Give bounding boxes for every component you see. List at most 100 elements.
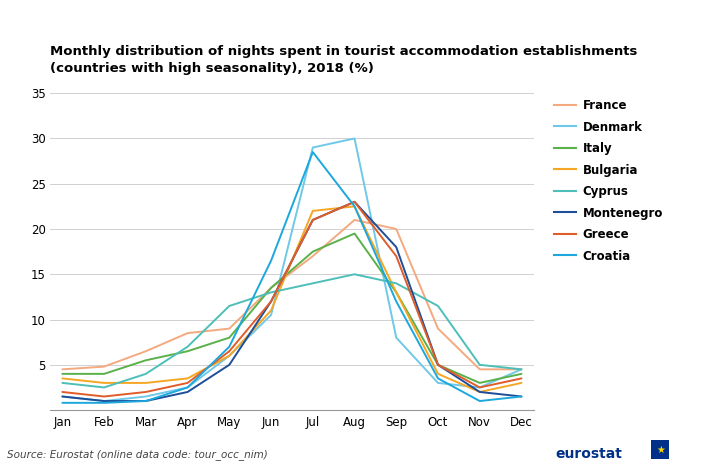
- Montenegro: [267, 299, 276, 304]
- Line: Cyprus: Cyprus: [63, 274, 521, 387]
- Croatia: [183, 384, 192, 390]
- Greece: [392, 254, 401, 259]
- Denmark: [434, 380, 442, 386]
- Line: Denmark: Denmark: [63, 138, 521, 401]
- France: [308, 254, 317, 259]
- Greece: [267, 299, 276, 304]
- Cyprus: [392, 281, 401, 286]
- Denmark: [183, 384, 192, 390]
- Denmark: [350, 136, 359, 141]
- Greece: [142, 389, 150, 395]
- Cyprus: [434, 303, 442, 309]
- Bulgaria: [183, 376, 192, 381]
- Cyprus: [350, 272, 359, 277]
- Croatia: [476, 398, 484, 404]
- Denmark: [392, 335, 401, 341]
- Line: Italy: Italy: [63, 233, 521, 383]
- Cyprus: [267, 289, 276, 295]
- Cyprus: [308, 281, 317, 286]
- Croatia: [350, 204, 359, 209]
- France: [100, 364, 108, 370]
- Bulgaria: [308, 208, 317, 214]
- Greece: [308, 217, 317, 223]
- Line: Croatia: Croatia: [63, 152, 521, 403]
- Cyprus: [58, 380, 67, 386]
- Bulgaria: [100, 380, 108, 386]
- Cyprus: [476, 362, 484, 368]
- Italy: [476, 380, 484, 386]
- Italy: [225, 335, 234, 341]
- Italy: [392, 289, 401, 295]
- France: [225, 326, 234, 331]
- France: [267, 285, 276, 291]
- France: [58, 367, 67, 372]
- Bulgaria: [267, 308, 276, 313]
- France: [434, 326, 442, 331]
- Croatia: [100, 400, 108, 405]
- Bulgaria: [392, 289, 401, 295]
- Montenegro: [183, 389, 192, 395]
- Greece: [183, 380, 192, 386]
- Montenegro: [350, 199, 359, 205]
- Bulgaria: [58, 376, 67, 381]
- Italy: [183, 349, 192, 354]
- France: [476, 367, 484, 372]
- Croatia: [267, 258, 276, 263]
- Greece: [100, 394, 108, 399]
- Cyprus: [225, 303, 234, 309]
- Denmark: [476, 384, 484, 390]
- Greece: [350, 199, 359, 205]
- Denmark: [517, 367, 525, 372]
- Italy: [350, 231, 359, 236]
- Bulgaria: [476, 389, 484, 395]
- Montenegro: [100, 398, 108, 404]
- Montenegro: [308, 217, 317, 223]
- Croatia: [308, 149, 317, 155]
- Montenegro: [517, 394, 525, 399]
- Bulgaria: [142, 380, 150, 386]
- Line: Greece: Greece: [63, 202, 521, 397]
- Text: ★: ★: [656, 445, 665, 455]
- Croatia: [517, 394, 525, 399]
- Denmark: [267, 312, 276, 318]
- Croatia: [392, 299, 401, 304]
- Cyprus: [100, 384, 108, 390]
- Montenegro: [392, 244, 401, 250]
- Croatia: [434, 376, 442, 381]
- Cyprus: [517, 367, 525, 372]
- Text: eurostat: eurostat: [555, 447, 622, 461]
- Bulgaria: [350, 204, 359, 209]
- Greece: [434, 362, 442, 368]
- Italy: [308, 249, 317, 254]
- Denmark: [58, 394, 67, 399]
- Croatia: [225, 344, 234, 350]
- Italy: [267, 285, 276, 291]
- France: [350, 217, 359, 223]
- Italy: [58, 371, 67, 377]
- Italy: [517, 371, 525, 377]
- Denmark: [142, 394, 150, 399]
- Bulgaria: [517, 380, 525, 386]
- Greece: [476, 384, 484, 390]
- Line: France: France: [63, 220, 521, 370]
- Text: Source: Eurostat (online data code: tour_occ_nim): Source: Eurostat (online data code: tour…: [7, 449, 268, 459]
- Italy: [142, 357, 150, 363]
- Greece: [517, 376, 525, 381]
- France: [392, 226, 401, 232]
- Line: Montenegro: Montenegro: [63, 202, 521, 401]
- Line: Bulgaria: Bulgaria: [63, 206, 521, 392]
- Croatia: [142, 398, 150, 404]
- Denmark: [225, 353, 234, 358]
- Bulgaria: [434, 371, 442, 377]
- Denmark: [308, 145, 317, 151]
- France: [517, 367, 525, 372]
- Montenegro: [476, 389, 484, 395]
- Legend: France, Denmark, Italy, Bulgaria, Cyprus, Montenegro, Greece, Croatia: France, Denmark, Italy, Bulgaria, Cyprus…: [555, 99, 663, 263]
- Greece: [58, 389, 67, 395]
- Cyprus: [142, 371, 150, 377]
- Montenegro: [58, 394, 67, 399]
- Bulgaria: [225, 353, 234, 358]
- Italy: [434, 362, 442, 368]
- France: [183, 330, 192, 336]
- Montenegro: [225, 362, 234, 368]
